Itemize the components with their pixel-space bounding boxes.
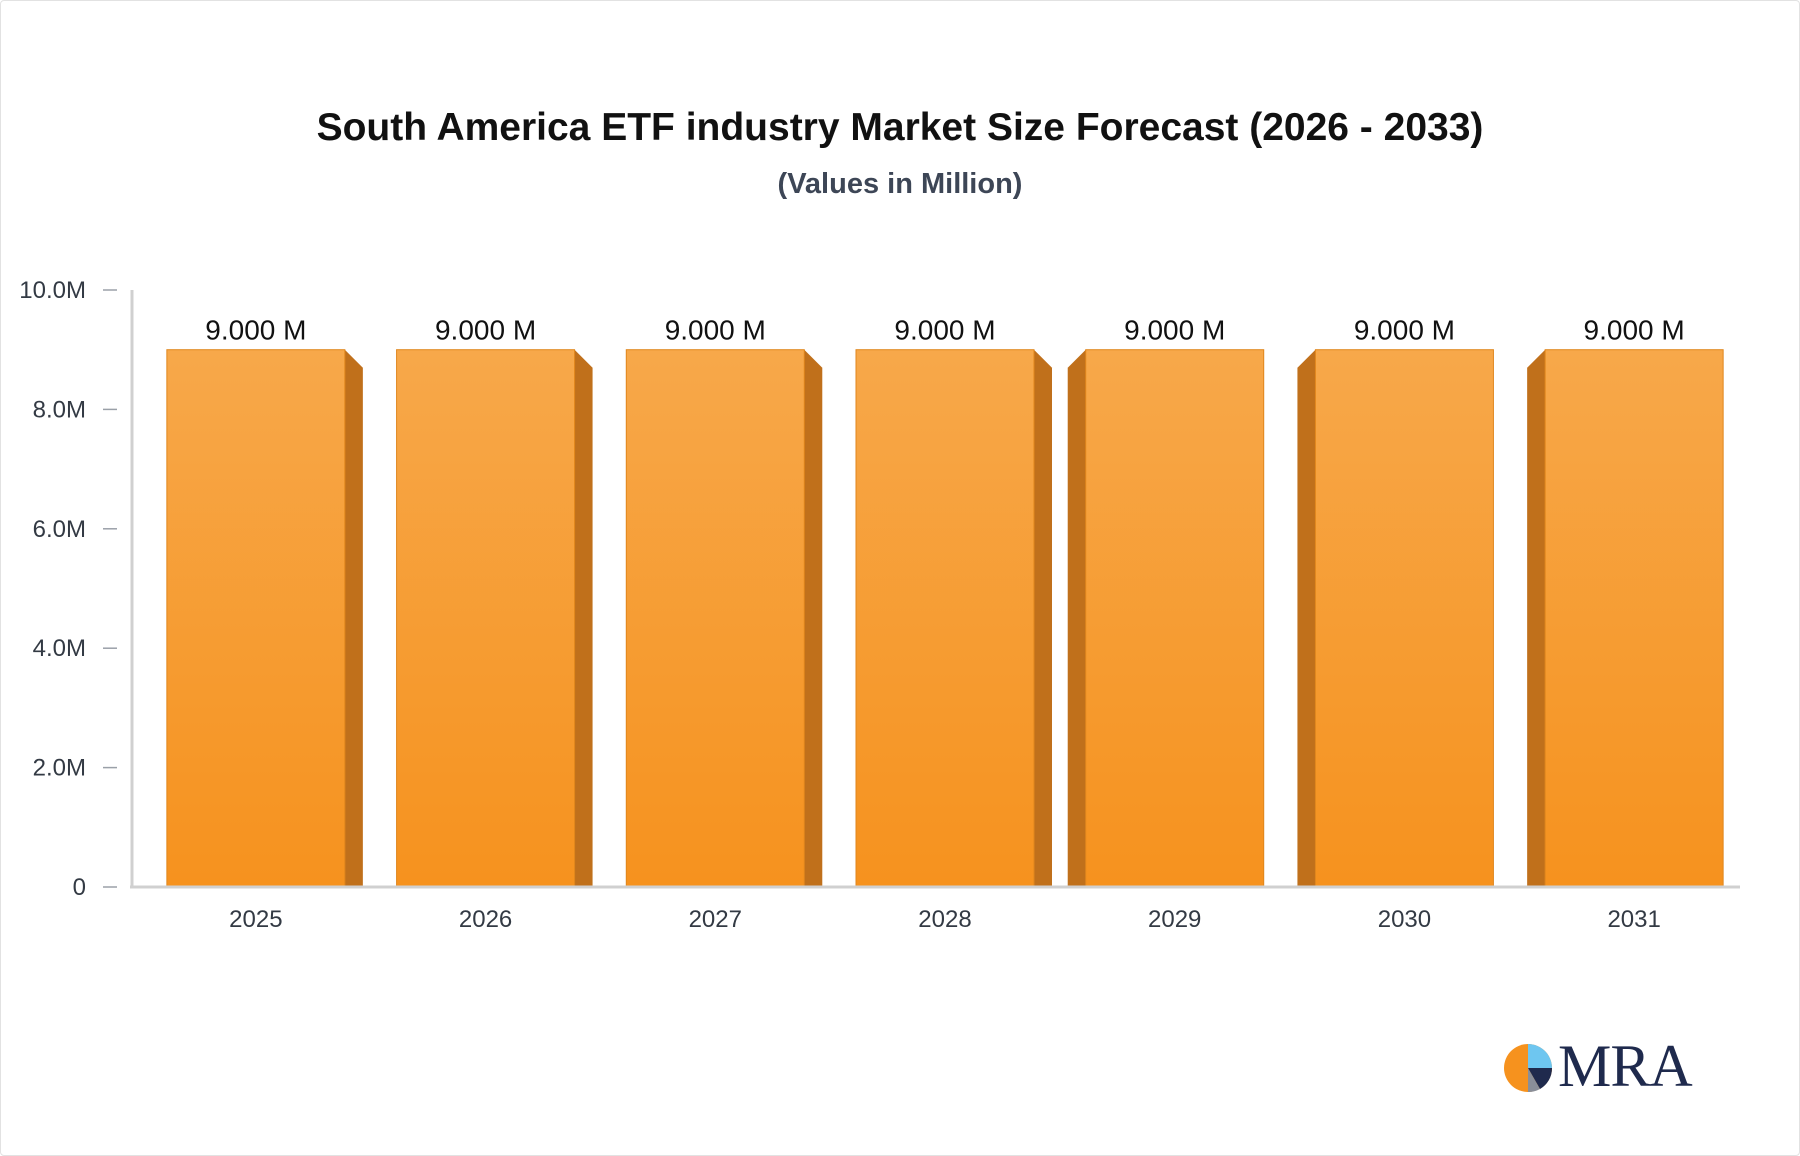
bar-data-label: 9.000 M <box>894 315 995 346</box>
y-tick-label: 6.0M <box>33 516 86 543</box>
y-tick-label: 2.0M <box>33 755 86 782</box>
bar-side <box>574 349 593 887</box>
bar <box>1314 349 1494 888</box>
x-tick-label: 2030 <box>1378 906 1431 933</box>
bar-group: 9.000 M <box>1067 315 1265 888</box>
bar <box>166 349 346 888</box>
logo-text: MRA <box>1558 1033 1693 1099</box>
y-tick-label: 10.0M <box>19 277 86 304</box>
chart-title: South America ETF industry Market Size F… <box>316 106 1484 149</box>
bar-data-label: 9.000 M <box>1124 315 1225 346</box>
chart-subtitle: (Values in Million) <box>777 168 1023 200</box>
bars: 9.000 M 9.000 M 9.000 M 9.000 M 9.000 M 9.000… <box>166 315 1724 888</box>
y-axis: 0 2.0M 4.0M 6.0M 8.0M 10.0M <box>19 277 134 901</box>
bar-group: 9.000 M <box>1297 315 1494 888</box>
x-tick-label: 2031 <box>1607 906 1660 933</box>
bar-group: 9.000 M <box>855 315 1052 888</box>
bar <box>1085 349 1265 888</box>
x-tick-label: 2026 <box>459 906 512 933</box>
bar-side <box>344 349 363 887</box>
bar-side <box>804 349 823 887</box>
bar <box>625 349 805 888</box>
bar <box>396 349 576 888</box>
mra-logo: MRA <box>1502 1036 1702 1100</box>
logo-pie-icon <box>1504 1044 1553 1093</box>
bar-group: 9.000 M <box>625 315 823 888</box>
bar-data-label: 9.000 M <box>1354 315 1455 346</box>
bar-group: 9.000 M <box>1527 315 1724 888</box>
bar-data-label: 9.000 M <box>205 315 306 346</box>
bar-data-label: 9.000 M <box>665 315 766 346</box>
bar-side <box>1034 349 1052 887</box>
y-tick-label: 0 <box>73 874 86 901</box>
bar-group: 9.000 M <box>166 315 363 888</box>
y-tick-label: 4.0M <box>33 635 86 662</box>
bar-group: 9.000 M <box>396 315 593 888</box>
x-axis: 2025 2026 2027 2028 2029 2030 2031 <box>130 885 1740 933</box>
bar-data-label: 9.000 M <box>435 315 536 346</box>
bar-side <box>1527 349 1546 887</box>
x-tick-label: 2028 <box>918 906 971 933</box>
x-tick-label: 2025 <box>229 906 282 933</box>
bar <box>1544 349 1724 888</box>
x-tick-label: 2029 <box>1148 906 1201 933</box>
bar <box>855 349 1035 888</box>
bar-side <box>1297 349 1316 887</box>
bar-side <box>1067 349 1086 887</box>
y-tick-label: 8.0M <box>33 396 86 423</box>
x-tick-label: 2027 <box>689 906 742 933</box>
bar-data-label: 9.000 M <box>1584 315 1685 346</box>
